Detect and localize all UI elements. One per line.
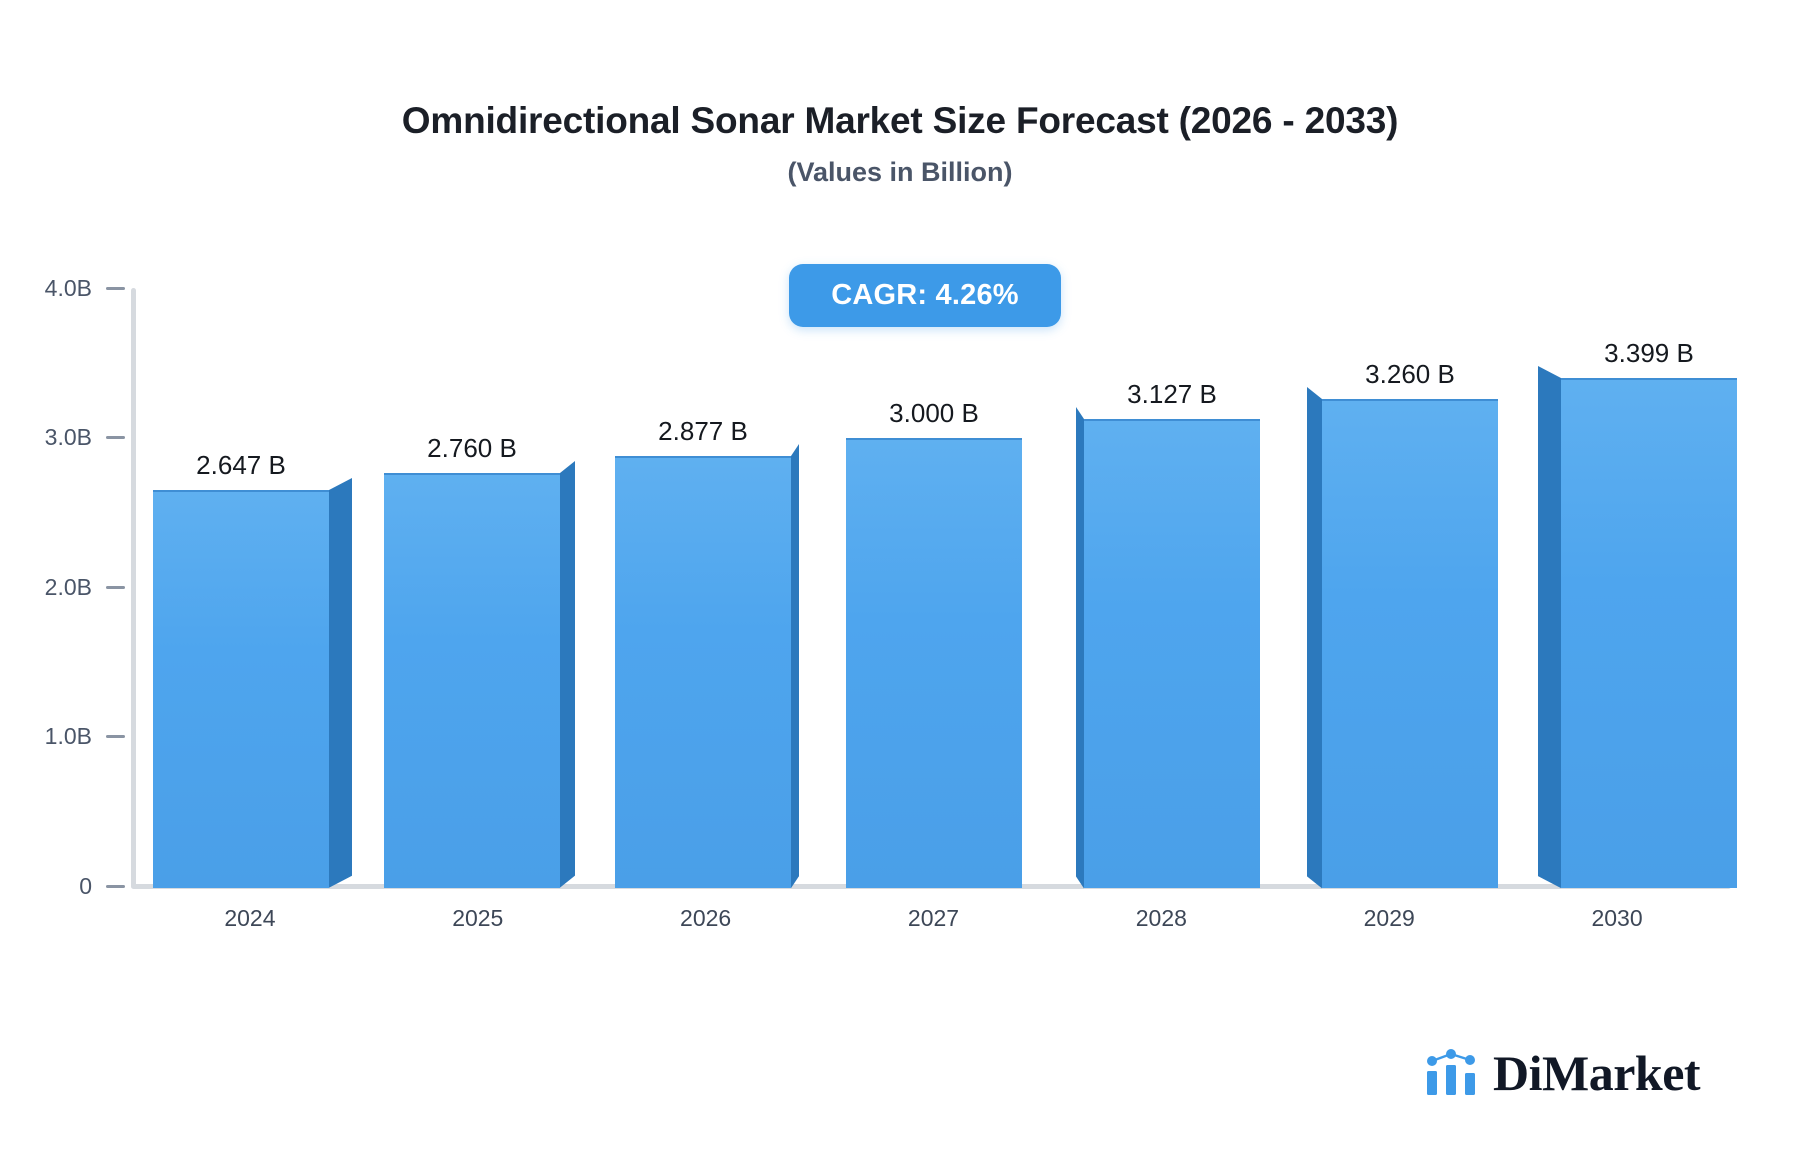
x-axis-label-2028: 2028 (1135, 905, 1187, 931)
bar-2030[interactable]: 3.399 B (1538, 0, 1737, 1156)
bar-2026[interactable]: 2.877 B (615, 0, 799, 1156)
bar-2029[interactable]: 3.260 B (1307, 0, 1498, 1156)
y-axis-tick-label: 3.0B (44, 424, 92, 450)
y-axis-tick-label: 1.0B (44, 723, 92, 749)
x-axis-label-2030: 2030 (1591, 905, 1643, 931)
bar-2027[interactable]: 3.000 B (846, 0, 1022, 1156)
x-axis-label-2027: 2027 (907, 905, 960, 931)
bar-front-face (1322, 398, 1498, 888)
bar-chart-icon (1425, 1049, 1479, 1097)
x-axis-label-2025: 2025 (452, 905, 504, 931)
bar-value-label: 3.127 B (1127, 378, 1217, 409)
cagr-badge: CAGR: 4.26% (789, 264, 1061, 327)
bar-side-face (791, 443, 799, 888)
bar-front-face (1084, 418, 1260, 888)
y-axis-tick-label: 0 (79, 872, 92, 899)
y-axis-tick-mark (106, 585, 125, 589)
bar-2028[interactable]: 3.127 B (1076, 0, 1260, 1156)
bar-side-face (1538, 365, 1561, 888)
page-title: Omnidirectional Sonar Market Size Foreca… (401, 100, 1399, 141)
y-axis-tick: 1.0B (0, 723, 125, 749)
bar-side-face (560, 461, 575, 888)
cagr-badge-label: CAGR: 4.26% (831, 279, 1019, 311)
y-axis-tick: 2.0B (0, 574, 125, 600)
bar-value-label: 2.760 B (427, 433, 517, 464)
bar-value-label: 2.647 B (196, 450, 286, 481)
brand-logo: DiMarket (1425, 1045, 1701, 1101)
bar-side-face (329, 478, 352, 888)
y-axis-tick-mark (106, 884, 125, 888)
y-axis-tick-mark (106, 286, 125, 290)
brand-name: DiMarket (1493, 1045, 1701, 1101)
x-axis-label-2024: 2024 (224, 905, 276, 931)
bar-value-label: 3.260 B (1365, 358, 1455, 389)
bar-side-face (1307, 386, 1322, 888)
bar-front-face (384, 473, 560, 888)
y-axis-tick-mark (106, 436, 125, 439)
bar-2024[interactable]: 2.647 B (153, 0, 352, 1156)
bar-2025[interactable]: 2.760 B (384, 0, 575, 1156)
bar-front-face (615, 455, 791, 888)
bar-front-face (153, 490, 329, 888)
chart-header: Omnidirectional Sonar Market Size Foreca… (0, 0, 1800, 188)
bar-front-face (846, 437, 1022, 888)
y-axis-tick-mark (106, 735, 125, 738)
bar-value-label: 3.399 B (1604, 337, 1694, 368)
bar-value-label: 3.000 B (889, 397, 979, 428)
bar-side-face (1076, 406, 1084, 888)
y-axis-tick: 4.0B (0, 275, 125, 301)
bar-front-face (1561, 377, 1737, 888)
y-axis-tick-label: 4.0B (44, 274, 92, 301)
y-axis-tick: 3.0B (0, 424, 125, 450)
bar-value-label: 2.877 B (658, 415, 748, 446)
y-axis-tick: 0 (0, 873, 125, 899)
x-axis-label-2029: 2029 (1363, 905, 1415, 931)
y-axis-tick-label: 2.0B (44, 573, 92, 600)
x-axis-label-2026: 2026 (680, 905, 732, 931)
chart-subtitle: (Values in Billion) (787, 156, 1013, 187)
y-axis-line (131, 288, 136, 888)
